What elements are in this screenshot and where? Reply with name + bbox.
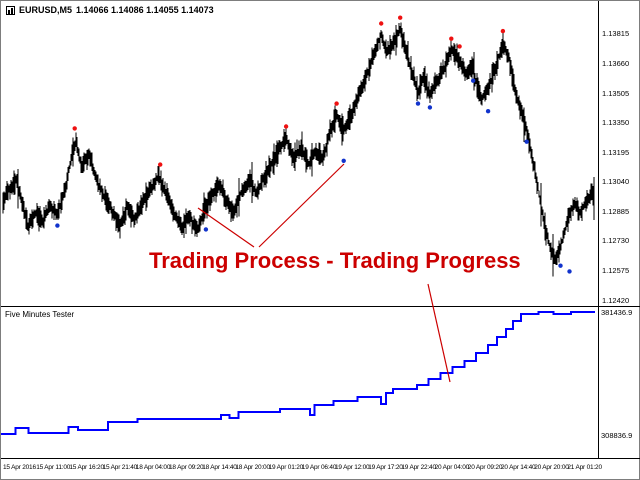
time-axis-label: 15 Apr 21:40 xyxy=(102,464,138,471)
buy-signal-dot xyxy=(341,158,346,163)
buy-signal-dot xyxy=(485,109,491,114)
price-axis-label: 1.13815 xyxy=(602,29,630,39)
annotation-pointer-line xyxy=(427,283,451,383)
price-axis-label: 1.12885 xyxy=(602,206,630,216)
price-axis-label: 1.13195 xyxy=(602,147,630,157)
buy-signal-dot xyxy=(524,139,529,144)
buy-signal-dot xyxy=(427,105,433,110)
symbol-label: EURUSD,M5 xyxy=(19,5,73,15)
buy-signal-dot xyxy=(203,227,209,232)
buy-signal-dot xyxy=(415,101,421,106)
sell-signal-dot xyxy=(283,124,289,129)
ohlc-quotes: 1.14066 1.14086 1.14055 1.14073 xyxy=(76,5,214,15)
symbol-header: EURUSD,M5 1.14066 1.14086 1.14055 1.1407… xyxy=(6,5,214,15)
time-axis-label: 19 Apr 12:00 xyxy=(335,464,370,471)
buy-signal-dot xyxy=(558,263,563,268)
time-axis-label: 21 Apr 01:20 xyxy=(567,464,602,471)
buy-signal-dot xyxy=(567,269,572,274)
time-axis-label: 20 Apr 04:00 xyxy=(434,464,470,471)
panel-borders xyxy=(1,1,640,459)
time-axis-label: 18 Apr 09:20 xyxy=(169,464,204,471)
annotation-pointer-line xyxy=(258,163,345,248)
price-bars xyxy=(2,22,595,277)
price-axis-label: 1.12730 xyxy=(602,236,630,246)
sell-signal-dot xyxy=(457,44,462,49)
equity-step-line xyxy=(1,311,595,436)
indicator-name-label: Five Minutes Tester xyxy=(5,310,75,319)
sell-signal-dot xyxy=(398,15,403,20)
time-axis-label: 15 Apr 11:00 xyxy=(36,464,71,471)
annotation-pointer-line xyxy=(197,207,255,248)
time-axis-label: 19 Apr 17:20 xyxy=(368,464,403,471)
price-axis-label: 1.13505 xyxy=(602,88,630,98)
time-axis-label: 18 Apr 20:00 xyxy=(235,464,270,471)
time-axis-label: 19 Apr 06:40 xyxy=(301,464,337,471)
sell-signal-dot xyxy=(449,36,454,41)
time-axis-label: 18 Apr 14:40 xyxy=(202,464,237,471)
time-axis-label: 20 Apr 09:20 xyxy=(467,464,503,471)
sell-signal-dot xyxy=(72,126,77,131)
chart-type-icon xyxy=(6,5,15,15)
sub-axis-max-label: 381436.9 xyxy=(601,308,633,317)
time-axis-label: 18 Apr 04:00 xyxy=(135,464,171,471)
time-axis-label: 15 Apr 2016 xyxy=(3,464,36,471)
sell-signal-dot xyxy=(334,101,339,106)
time-axis-label: 20 Apr 14:40 xyxy=(501,464,536,471)
price-axis-label: 1.12575 xyxy=(602,265,630,275)
time-axis-label: 19 Apr 22:40 xyxy=(401,464,436,471)
price-axis-label: 1.13040 xyxy=(602,177,630,187)
sell-signal-dot xyxy=(158,162,163,167)
annotation-text: Trading Process - Trading Progress xyxy=(149,248,521,273)
price-axis-label: 1.13350 xyxy=(602,118,630,128)
price-axis-label: 1.12420 xyxy=(602,295,630,305)
time-axis-label: 20 Apr 20:00 xyxy=(534,464,569,471)
time-axis-label: 19 Apr 01:20 xyxy=(268,464,304,471)
sub-axis-min-label: 308836.9 xyxy=(601,431,633,440)
time-axis-label: 15 Apr 16:20 xyxy=(69,464,104,471)
sell-signal-dot xyxy=(500,28,506,34)
price-axis-label: 1.13660 xyxy=(602,59,630,69)
buy-signal-dot xyxy=(471,78,476,83)
sell-signal-dot xyxy=(379,21,384,26)
buy-signal-dot xyxy=(55,223,60,228)
